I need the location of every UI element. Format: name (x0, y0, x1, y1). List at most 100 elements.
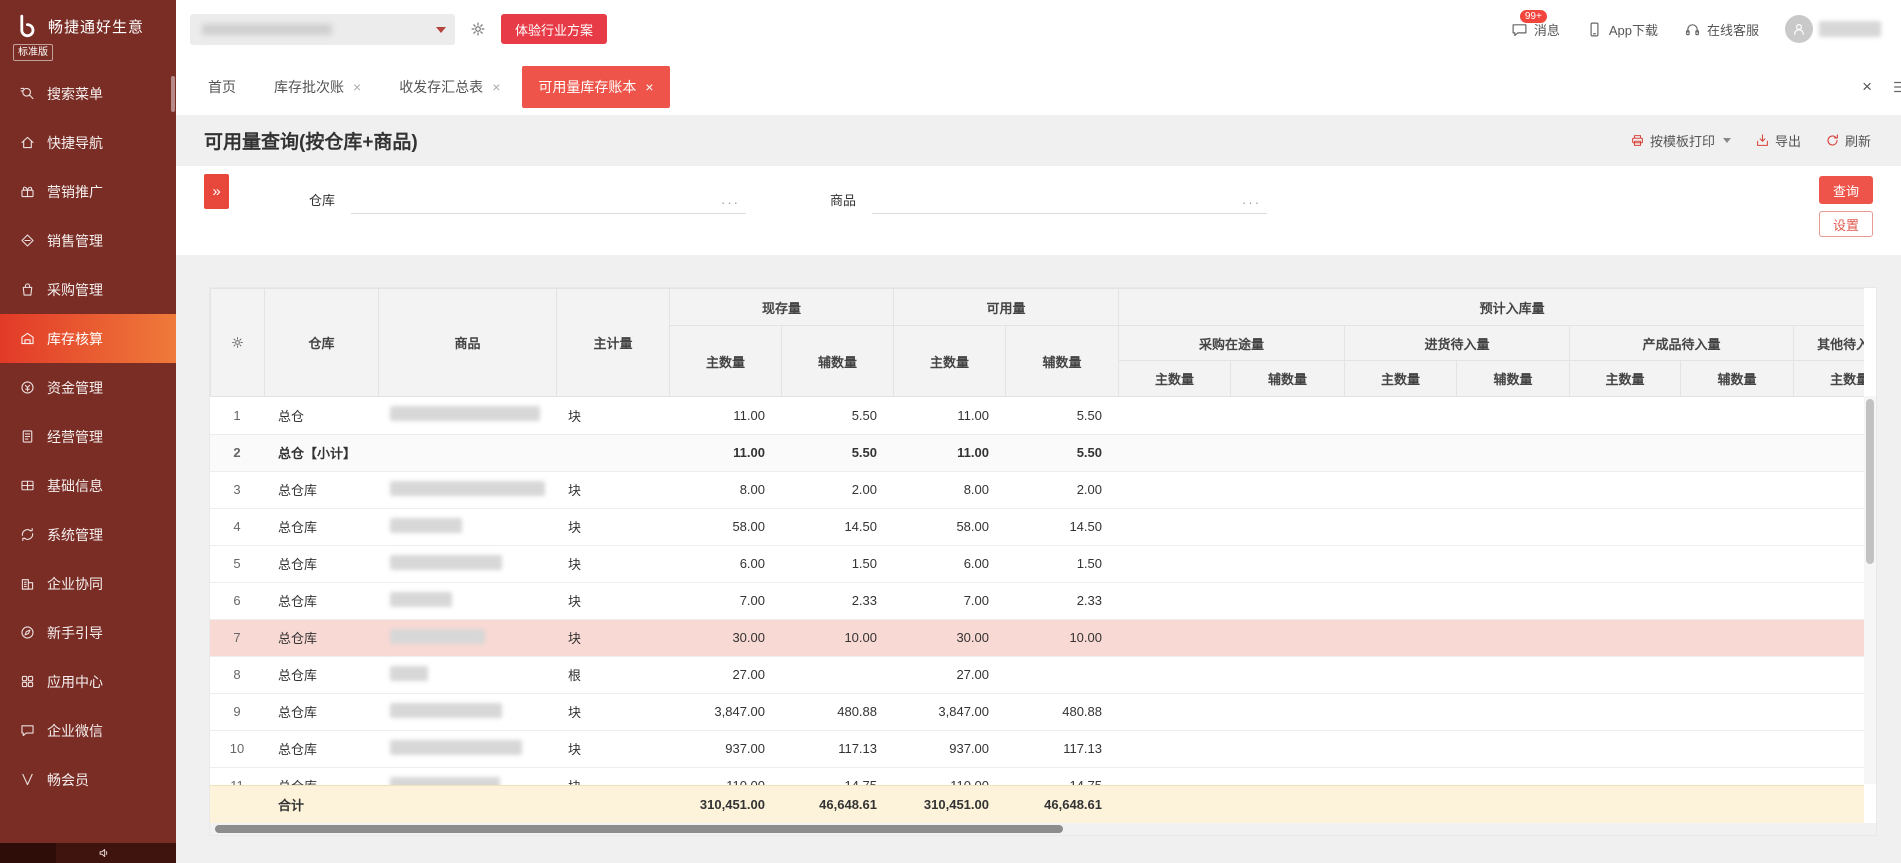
search-dropdown-caret-icon[interactable] (436, 26, 446, 33)
export-icon (1755, 133, 1770, 148)
printer-icon (1630, 133, 1645, 148)
operations-icon (18, 428, 36, 446)
sidebar-item-label: 销售管理 (47, 232, 103, 249)
col-header-warehouse[interactable]: 仓库 (264, 288, 379, 397)
close-tab-icon[interactable]: × (1862, 77, 1872, 96)
tab-item[interactable]: 首页 (192, 65, 252, 108)
col-header-main-qty[interactable]: 主数量 (669, 325, 782, 397)
sidebar-item-marketing[interactable]: 营销推广 (0, 167, 176, 216)
sidebar-item-purchase[interactable]: 采购管理 (0, 265, 176, 314)
sidebar-item-quick-nav[interactable]: 快捷导航 (0, 118, 176, 167)
online-service-button[interactable]: 在线客服 (1684, 20, 1759, 39)
settings-button[interactable]: 设置 (1819, 211, 1873, 237)
sidebar-item-guide[interactable]: 新手引导 (0, 608, 176, 657)
col-header-aux-qty[interactable]: 辅数量 (780, 325, 895, 397)
table-row[interactable]: 6 总仓库块 7.00 2.33 7.00 2.33 (210, 582, 1864, 620)
table-row[interactable]: 3 总仓库块 8.00 2.00 8.00 2.00 (210, 471, 1864, 509)
base-info-icon (18, 477, 36, 495)
qty-cell: 7.00 (893, 582, 1005, 620)
settings-gear-icon[interactable] (469, 20, 487, 38)
print-by-template-button[interactable]: 按模板打印 (1630, 131, 1731, 150)
row-number: 8 (210, 656, 264, 694)
experience-solution-button[interactable]: 体验行业方案 (501, 14, 608, 44)
sidebar-item-app-center[interactable]: 应用中心 (0, 657, 176, 706)
tab-label: 收发存汇总表 (399, 78, 484, 95)
table-row[interactable]: 9 总仓库块 3,847.00 480.88 3,847.00 480.88 (210, 693, 1864, 731)
sidebar-item-wecom[interactable]: 企业微信 (0, 706, 176, 755)
product-cell (378, 434, 556, 472)
expand-filters-button[interactable]: » (204, 174, 229, 209)
sidebar-item-base-info[interactable]: 基础信息 (0, 461, 176, 510)
app-download-button[interactable]: App下载 (1586, 20, 1658, 39)
table-row[interactable]: 1 总仓块 11.00 5.50 11.00 5.50 (210, 397, 1864, 435)
table-row[interactable]: 8 总仓库根 27.00 27.00 (210, 656, 1864, 694)
warehouse-cell: 总仓库 (264, 693, 378, 731)
table-row[interactable]: 5 总仓库块 6.00 1.50 6.00 1.50 (210, 545, 1864, 583)
unit-cell: 根 (556, 656, 669, 694)
column-settings-header[interactable] (210, 288, 265, 397)
inventory-icon (18, 330, 36, 348)
tab-item[interactable]: 库存批次账 × (258, 65, 378, 108)
sidebar-scrollbar[interactable] (171, 76, 175, 112)
vertical-scrollbar[interactable] (1864, 396, 1876, 784)
sidebar-item-inventory[interactable]: 库存核算 (0, 314, 176, 363)
col-header-unit[interactable]: 主计量 (556, 288, 670, 397)
empty-cell (1456, 471, 1569, 509)
sidebar-item-funds[interactable]: 资金管理 (0, 363, 176, 412)
sidebar-item-label: 搜索菜单 (47, 85, 103, 102)
tab-close-icon[interactable]: × (492, 78, 501, 95)
col-header-main-qty[interactable]: 主数量 (1793, 360, 1864, 397)
query-button[interactable]: 查询 (1819, 176, 1873, 204)
sidebar-collapse-area[interactable] (0, 843, 56, 863)
col-header-aux-qty[interactable]: 辅数量 (1005, 325, 1120, 397)
funds-icon (18, 379, 36, 397)
sidebar-item-search[interactable]: 搜索菜单 (0, 69, 176, 118)
sidebar-item-operations[interactable]: 经营管理 (0, 412, 176, 461)
tab-item[interactable]: 收发存汇总表 × (383, 65, 517, 108)
table-row[interactable]: 10 总仓库块 937.00 117.13 937.00 117.13 (210, 730, 1864, 768)
qty-cell: 1.50 (1005, 545, 1118, 583)
horizontal-scrollbar[interactable] (210, 822, 1876, 835)
announcement-speaker-icon[interactable] (98, 846, 112, 860)
empty-cell (1569, 397, 1680, 435)
sidebar-item-member[interactable]: 畅会员 (0, 755, 176, 804)
global-search-redacted[interactable] (190, 13, 455, 45)
qty-cell: 5.50 (781, 397, 893, 435)
user-account[interactable] (1785, 15, 1881, 43)
empty-cell (1456, 545, 1569, 583)
sidebar-item-collaboration[interactable]: 企业协同 (0, 559, 176, 608)
col-header-aux-qty[interactable]: 辅数量 (1680, 360, 1795, 397)
table-row[interactable]: 4 总仓库块 58.00 14.50 58.00 14.50 (210, 508, 1864, 546)
product-cell (378, 693, 556, 731)
picker-dots-icon[interactable]: ··· (721, 195, 741, 210)
messages-button[interactable]: 99+ 消息 (1511, 8, 1560, 39)
qty-cell: 10.00 (781, 619, 893, 657)
warehouse-cell: 总仓库 (264, 730, 378, 768)
col-header-main-qty[interactable]: 主数量 (1344, 360, 1458, 397)
qty-cell: 6.00 (669, 545, 781, 583)
tab-close-icon[interactable]: × (353, 78, 362, 95)
sidebar-item-sales[interactable]: 销售管理 (0, 216, 176, 265)
table-row[interactable]: 2 总仓【小计】 11.00 5.50 11.00 5.50 (210, 434, 1864, 472)
col-header-main-qty[interactable]: 主数量 (1569, 360, 1682, 397)
col-header-product[interactable]: 商品 (378, 288, 557, 397)
col-header-aux-qty[interactable]: 辅数量 (1456, 360, 1571, 397)
horizontal-scrollbar-thumb[interactable] (215, 824, 1063, 833)
vertical-scrollbar-thumb[interactable] (1866, 399, 1874, 564)
table-row[interactable]: 7 总仓库块 30.00 10.00 30.00 10.00 (210, 619, 1864, 657)
sidebar-item-system[interactable]: 系统管理 (0, 510, 176, 559)
tab-list-menu-icon[interactable] (1888, 74, 1901, 100)
tab-item[interactable]: 可用量库存账本 × (522, 65, 670, 108)
column-settings-gear-icon[interactable] (215, 335, 260, 350)
qty-cell: 110.00 (893, 767, 1005, 785)
picker-dots-icon[interactable]: ··· (1242, 195, 1262, 210)
export-button[interactable]: 导出 (1755, 131, 1801, 150)
warehouse-picker-input[interactable]: ··· (351, 186, 747, 214)
col-header-aux-qty[interactable]: 辅数量 (1230, 360, 1346, 397)
col-header-main-qty[interactable]: 主数量 (1118, 360, 1232, 397)
refresh-button[interactable]: 刷新 (1825, 131, 1871, 150)
product-picker-input[interactable]: ··· (872, 186, 1268, 214)
tab-close-icon[interactable]: × (645, 78, 654, 95)
col-header-main-qty[interactable]: 主数量 (893, 325, 1007, 397)
